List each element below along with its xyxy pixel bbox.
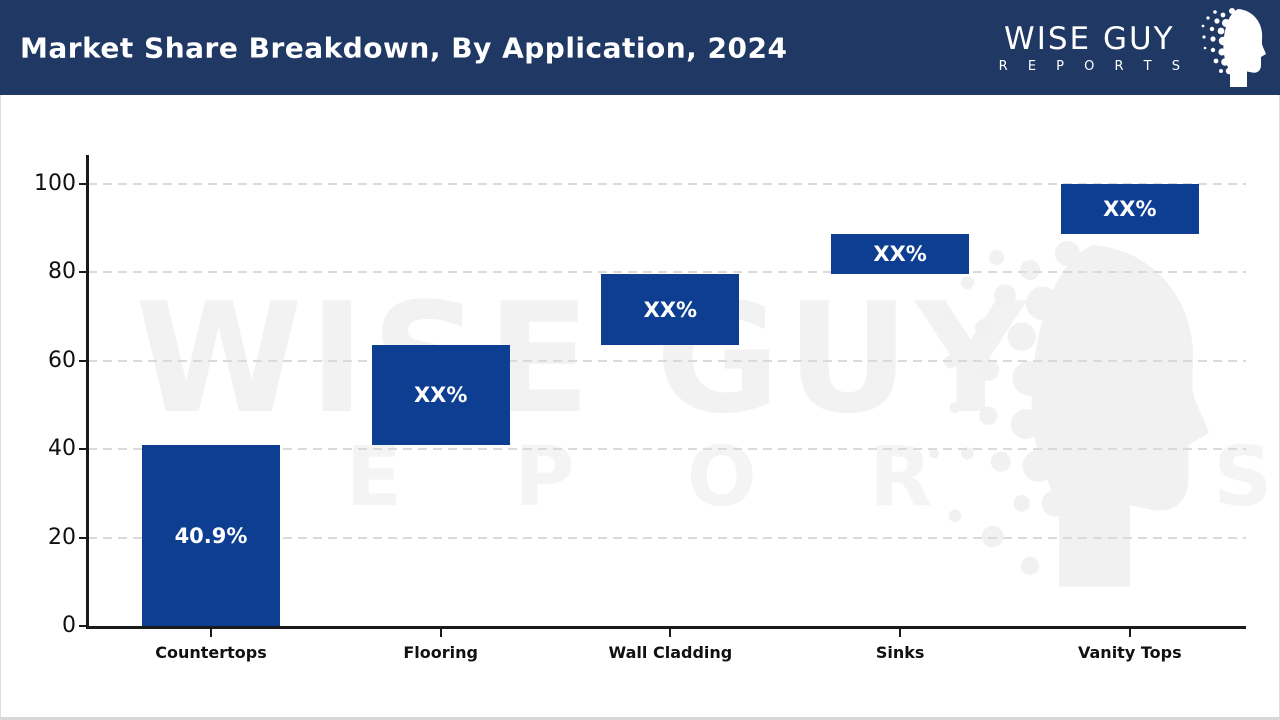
bar: XX%: [601, 273, 740, 346]
watermark-head-profile-icon: [900, 170, 1210, 624]
x-tick-label: Flooring: [403, 643, 478, 662]
y-axis-line: [86, 155, 89, 629]
logo-text: WISE GUY R E P O R T S: [991, 20, 1188, 74]
grid-line: [88, 448, 1246, 451]
grid-line: [88, 359, 1246, 362]
logo-name: WISE GUY: [1004, 20, 1175, 57]
y-tick-label: 100: [34, 171, 76, 196]
x-axis-line: [86, 626, 1246, 629]
wise-guy-logo: WISE GUY R E P O R T S: [991, 6, 1266, 90]
y-tick-label: 80: [48, 259, 76, 285]
y-tick-mark: [79, 183, 88, 185]
y-tick-mark: [79, 625, 88, 627]
bar: XX%: [371, 345, 510, 446]
bar-value-label: XX%: [1103, 196, 1157, 221]
bar-value-label: 40.9%: [174, 523, 248, 548]
x-tick-label: Sinks: [875, 643, 925, 662]
bar-value-label: XX%: [873, 241, 927, 266]
grid-line: [88, 271, 1246, 274]
x-tick-label: Wall Cladding: [608, 643, 733, 662]
y-tick-mark: [79, 359, 88, 362]
grid-line: [88, 183, 1246, 185]
y-tick-label: 60: [48, 347, 76, 373]
grid-line: [88, 536, 1246, 539]
waterfall-chart: 0 20 40 60 80 100 40.9% Countertops XX% Flooring X…: [0, 95, 1280, 720]
logo-subtitle: R E P O R T S: [998, 58, 1188, 74]
y-tick-mark: [79, 448, 88, 451]
y-tick-mark: [79, 271, 88, 274]
y-tick-label: 0: [62, 613, 76, 638]
x-tick-mark: [669, 629, 672, 637]
y-tick-label: 20: [48, 524, 76, 550]
x-tick-mark: [1128, 629, 1131, 637]
header-bar: Market Share Breakdown, By Application, …: [0, 0, 1280, 95]
y-tick-label: 40: [48, 436, 76, 462]
x-tick-label: Vanity Tops: [1078, 643, 1182, 662]
x-tick-mark: [439, 629, 442, 637]
page-title: Market Share Breakdown, By Application, …: [20, 31, 788, 64]
bar: XX%: [1060, 184, 1199, 234]
x-tick-mark: [899, 629, 902, 637]
bar-value-label: XX%: [413, 383, 468, 408]
y-tick-mark: [79, 536, 88, 539]
x-tick-mark: [210, 629, 212, 637]
bar: XX%: [831, 233, 970, 274]
watermark-logo-name: WISE GUY: [135, 270, 1032, 447]
bar: 40.9%: [142, 445, 280, 626]
dotted-head-profile-icon: [1192, 5, 1266, 91]
bar-value-label: XX%: [643, 297, 698, 322]
x-tick-label: Countertops: [155, 643, 267, 662]
